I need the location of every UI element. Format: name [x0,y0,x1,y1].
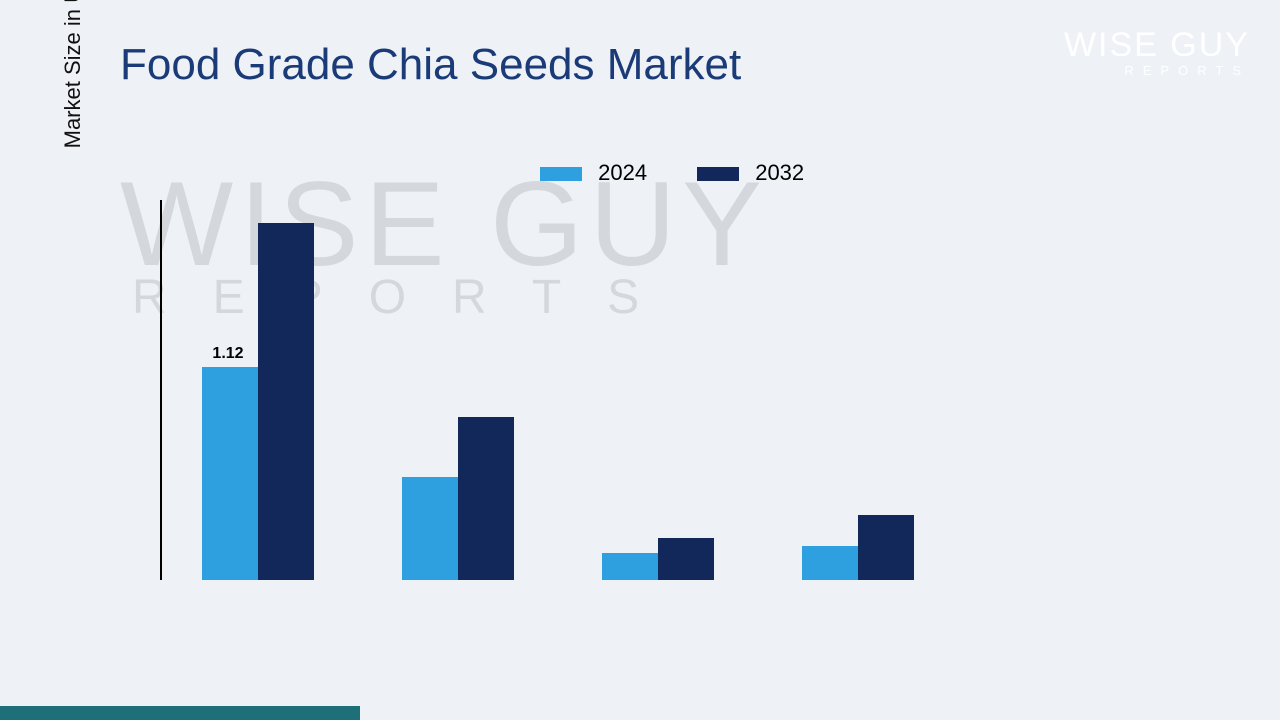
bar-2032-personal [858,515,914,580]
chart-title: Food Grade Chia Seeds Market [120,40,741,90]
y-axis-label: Market Size in USD Billion [60,0,86,220]
bar-2032-dietary [458,417,514,580]
stage: WISE GUY REPORTS Food Grade Chia Seeds M… [0,0,1280,720]
plot-area: 1.12FoodAndBeverageDietarySupplementsPet… [160,200,982,580]
value-label-food_bev: 1.12 [198,345,258,363]
legend-item-2024: 2024 [540,160,647,186]
brand-line1: WISE GUY [1064,28,1250,62]
legend-item-2032: 2032 [697,160,804,186]
brand-line2: REPORTS [1064,64,1250,77]
bar-2024-personal [802,546,858,580]
bar-2024-pet [602,553,658,580]
brand-logo: WISE GUY REPORTS [1064,28,1250,77]
chart-area: Market Size in USD Billion 2024 2032 1.1… [100,160,970,640]
legend: 2024 2032 [540,160,804,186]
bottom-strip [0,706,360,720]
legend-label-2032: 2032 [755,160,804,185]
bar-2024-food_bev [202,367,258,580]
bar-2032-food_bev [258,223,314,580]
legend-swatch-2024 [540,167,582,181]
bar-2032-pet [658,538,714,580]
bar-2024-dietary [402,477,458,580]
legend-swatch-2032 [697,167,739,181]
legend-label-2024: 2024 [598,160,647,185]
